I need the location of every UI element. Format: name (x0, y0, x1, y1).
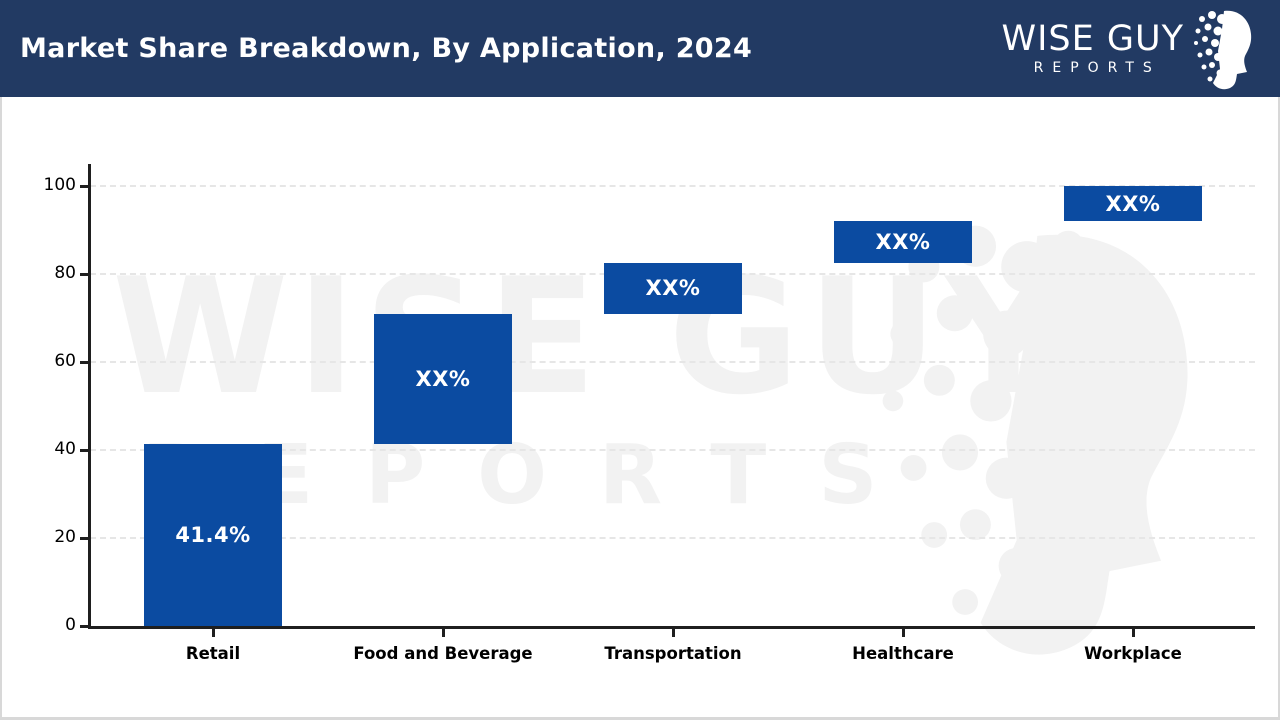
bar-segment: XX% (374, 313, 512, 444)
x-tick-label: Food and Beverage (353, 644, 533, 663)
x-tick-mark (672, 629, 675, 637)
y-tick-label: 40 (54, 439, 76, 459)
chart-canvas: WISE GUY REPORTS 0 20 40 60 80 100 41.4% Retail… (0, 97, 1280, 720)
plot-area: 0 20 40 60 80 100 41.4% Retail XX% Food and Bever… (2, 97, 1278, 717)
bar-value-label: XX% (875, 230, 931, 255)
y-tick-mark (80, 361, 88, 364)
x-axis-line (88, 626, 1255, 629)
bar-value-label: XX% (645, 276, 701, 301)
logo-subtext: REPORTS (1033, 59, 1161, 76)
logo-wordmark: WISE GUY (1001, 18, 1184, 59)
y-tick-label: 20 (54, 527, 76, 547)
bar-segment: 41.4% (144, 443, 282, 626)
x-tick-mark (212, 629, 215, 637)
y-tick-label: 100 (43, 175, 76, 195)
y-tick-label: 0 (65, 615, 76, 635)
bar-segment: XX% (834, 221, 972, 263)
y-axis-line (88, 164, 91, 629)
wiseguy-logo: WISE GUY REPORTS (1001, 7, 1280, 91)
x-tick-label: Workplace (1084, 644, 1182, 663)
x-tick-mark (1132, 629, 1135, 637)
bar-value-label: XX% (1105, 191, 1161, 216)
header-bar: Market Share Breakdown, By Application, … (0, 0, 1280, 97)
logo-text: WISE GUY REPORTS (1001, 18, 1184, 76)
y-tick-label: 60 (54, 351, 76, 371)
y-tick-mark (80, 185, 88, 188)
y-tick-mark (80, 273, 88, 276)
x-tick-label: Healthcare (852, 644, 954, 663)
gridline (90, 185, 1255, 187)
bar-value-label: XX% (415, 366, 471, 391)
gridline (90, 361, 1255, 363)
gridline (90, 537, 1255, 539)
y-tick-label: 80 (54, 263, 76, 283)
y-tick-mark (80, 537, 88, 540)
y-tick-mark (80, 625, 88, 628)
bar-segment: XX% (604, 263, 742, 314)
bar-value-label: 41.4% (175, 522, 251, 547)
x-tick-mark (902, 629, 905, 637)
x-tick-label: Transportation (604, 644, 742, 663)
x-tick-mark (442, 629, 445, 637)
chart-title: Market Share Breakdown, By Application, … (20, 33, 753, 64)
dotted-head-icon (1194, 10, 1252, 89)
bar-segment: XX% (1064, 186, 1202, 222)
x-tick-label: Retail (185, 644, 241, 663)
gridline (90, 449, 1255, 451)
y-tick-mark (80, 449, 88, 452)
